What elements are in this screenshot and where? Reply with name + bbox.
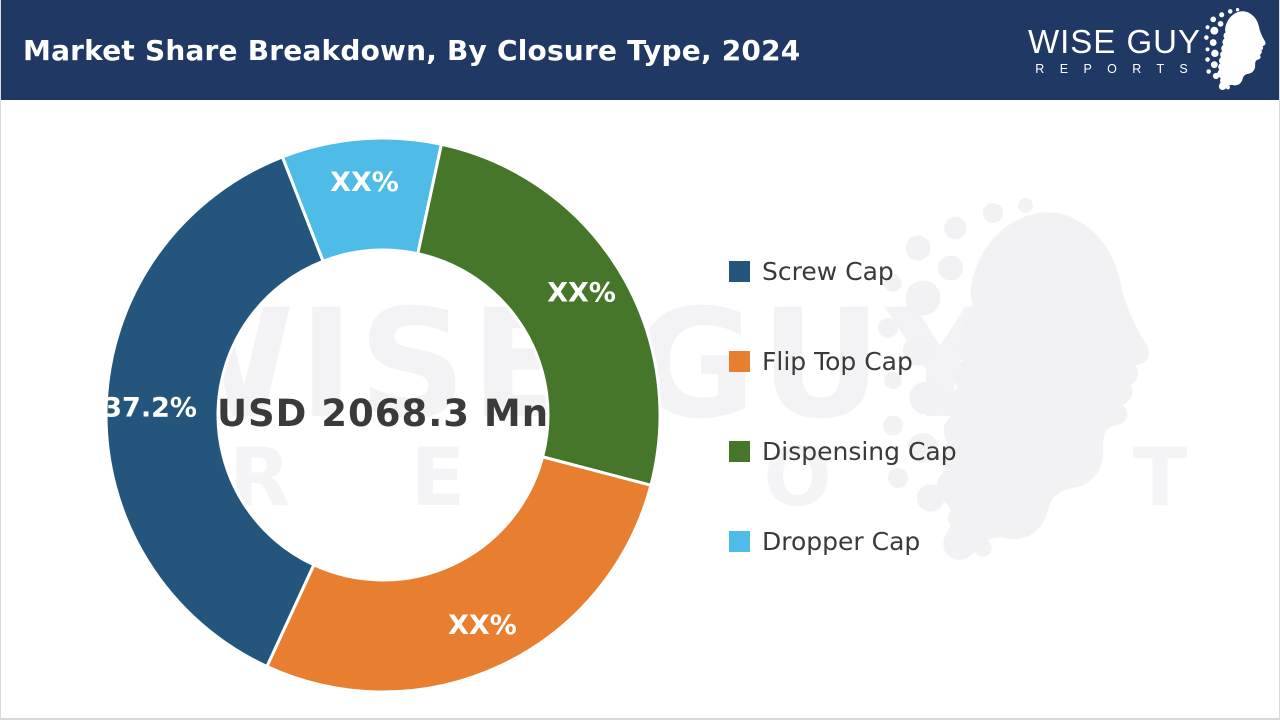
- legend-swatch-screw-cap: [729, 260, 750, 282]
- brand-face-icon: [1203, 8, 1271, 93]
- header: Market Share Breakdown, By Closure Type,…: [1, 0, 1279, 100]
- watermark-text-line2: R E P O R T S: [229, 431, 1279, 524]
- chart-legend: Screw Cap Flip Top Cap Dispensing Cap Dr…: [729, 256, 957, 556]
- legend-item-dropper-cap: Dropper Cap: [729, 526, 957, 556]
- chart-area: WISE GUY R E P O R T S XX%XX%XX%37.2% US…: [1, 100, 1279, 720]
- bottom-divider: [1, 718, 1279, 720]
- donut-chart: XX% XX% XX% 37.2%: [96, 128, 670, 702]
- slice-label-dispensing-cap: XX%: [547, 278, 616, 309]
- legend-item-flip-top-cap: Flip Top Cap: [729, 346, 957, 376]
- slice-label-screw-cap: 37.2%: [103, 392, 197, 423]
- donut-slice-screw-cap: [104, 155, 325, 668]
- legend-label: Flip Top Cap: [762, 346, 913, 376]
- legend-swatch-flip-top-cap: [729, 350, 750, 372]
- brand-logo-text: WISE GUY R E P O R T S: [1028, 25, 1201, 76]
- slice-label-flip-top-cap: XX%: [448, 610, 517, 641]
- donut-slice-dispensing-cap: [416, 142, 662, 487]
- legend-item-dispensing-cap: Dispensing Cap: [729, 436, 957, 466]
- donut-center-value: USD 2068.3 Mn: [216, 392, 550, 435]
- donut-chart-svg: XX% XX% XX% 37.2%: [103, 136, 662, 694]
- brand-subtitle: R E P O R T S: [1035, 61, 1194, 76]
- legend-swatch-dispensing-cap: [729, 440, 750, 462]
- legend-item-screw-cap: Screw Cap: [729, 256, 957, 286]
- slice-label-dropper-cap: XX%: [330, 167, 399, 198]
- page-title: Market Share Breakdown, By Closure Type,…: [23, 33, 801, 67]
- legend-label: Dropper Cap: [762, 526, 921, 556]
- brand-logo: WISE GUY R E P O R T S: [1028, 0, 1271, 100]
- brand-name: WISE GUY: [1027, 22, 1201, 60]
- legend-label: Screw Cap: [762, 256, 894, 286]
- legend-swatch-dropper-cap: [729, 530, 750, 552]
- donut-slice-flip-top-cap: [265, 455, 653, 694]
- legend-label: Dispensing Cap: [762, 436, 957, 466]
